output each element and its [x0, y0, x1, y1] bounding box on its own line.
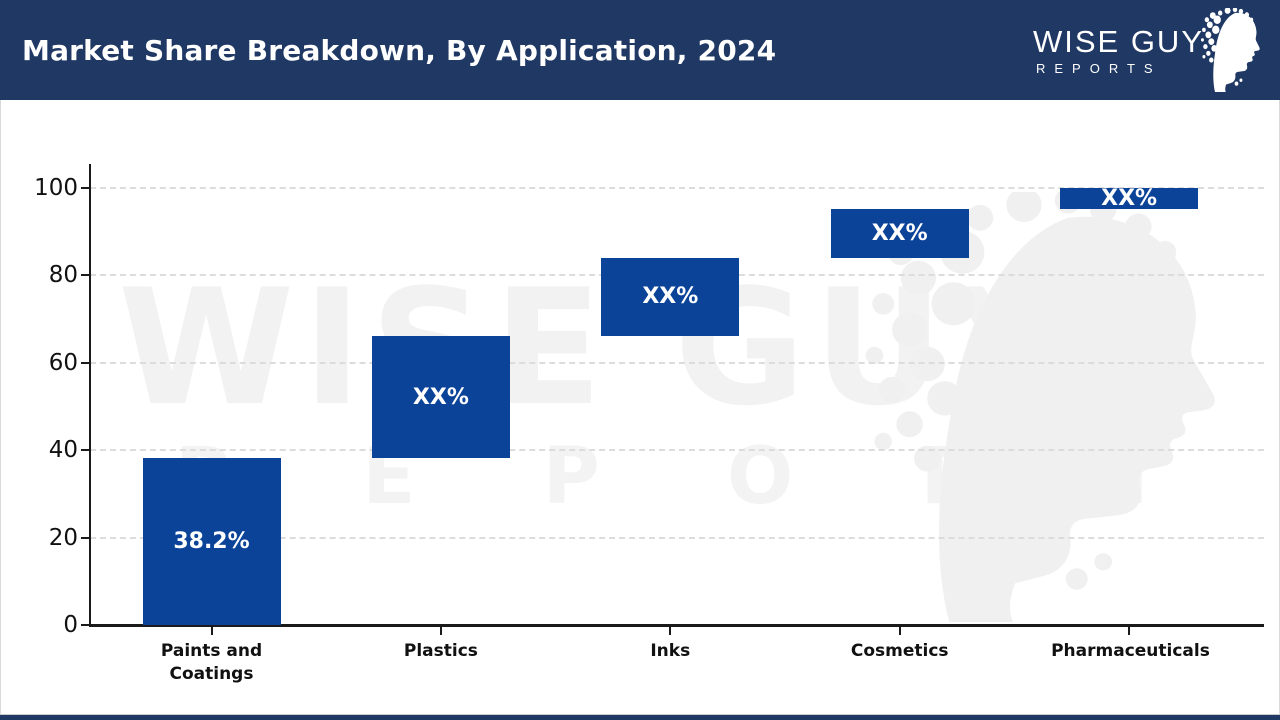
- category-label-4: Pharmaceuticals: [1051, 641, 1210, 661]
- gridline-60: [90, 361, 1264, 364]
- content-frame: [0, 100, 1280, 714]
- brand-logo: WISE GUY REPORTS: [1033, 8, 1280, 92]
- brand-face-icon: [1200, 8, 1260, 92]
- gridline-40: [90, 449, 1264, 451]
- x-tick-0: [210, 627, 213, 635]
- x-tick-4: [1128, 627, 1131, 635]
- brand-name: WISE GUY: [1032, 23, 1204, 59]
- y-tick-20: [81, 536, 89, 539]
- bottom-hairline: [0, 714, 1280, 715]
- y-tick-80: [81, 274, 89, 276]
- category-label-0: Paints and Coatings: [160, 641, 263, 684]
- brand-subtitle: REPORTS: [1035, 60, 1162, 76]
- y-tick-label-80: 80: [48, 262, 78, 288]
- category-label-2: Inks: [650, 641, 691, 661]
- y-tick-100: [81, 186, 89, 189]
- bar-plastics: XX%: [371, 336, 510, 458]
- x-tick-1: [439, 627, 442, 635]
- bar-value-label: XX%: [642, 284, 699, 310]
- category-label-3: Cosmetics: [850, 641, 949, 661]
- bar-value-label: XX%: [1101, 185, 1158, 211]
- bar-value-label: 38.2%: [173, 528, 250, 554]
- category-label-1: Plastics: [403, 641, 478, 661]
- footer-bar: [0, 715, 1280, 720]
- y-tick-label-0: 0: [63, 612, 78, 638]
- x-tick-3: [898, 627, 901, 635]
- y-tick-label-40: 40: [48, 437, 78, 463]
- header-bar: Market Share Breakdown, By Application, …: [0, 0, 1280, 100]
- y-axis: [89, 164, 91, 627]
- chart-title: Market Share Breakdown, By Application, …: [22, 33, 777, 67]
- bar-pharmaceuticals: XX%: [1060, 185, 1199, 211]
- y-tick-0: [81, 624, 89, 626]
- y-tick-label-100: 100: [34, 174, 78, 201]
- y-tick-label-60: 60: [48, 349, 78, 376]
- gridline-20: [90, 536, 1264, 539]
- y-tick-40: [81, 449, 89, 451]
- gridline-100: [90, 186, 1264, 189]
- bar-paints-and-coatings: 38.2%: [142, 457, 281, 625]
- bar-cosmetics: XX%: [830, 209, 969, 258]
- bar-value-label: XX%: [412, 384, 469, 410]
- watermark-text-line1: WISE GUY: [118, 254, 1076, 441]
- brand-logo-text: WISE GUY REPORTS: [1033, 26, 1204, 75]
- x-axis: [89, 624, 1264, 627]
- y-tick-label-20: 20: [48, 524, 78, 551]
- bar-inks: XX%: [601, 257, 740, 337]
- x-tick-2: [669, 627, 672, 635]
- bar-value-label: XX%: [871, 220, 928, 246]
- y-tick-60: [81, 361, 89, 364]
